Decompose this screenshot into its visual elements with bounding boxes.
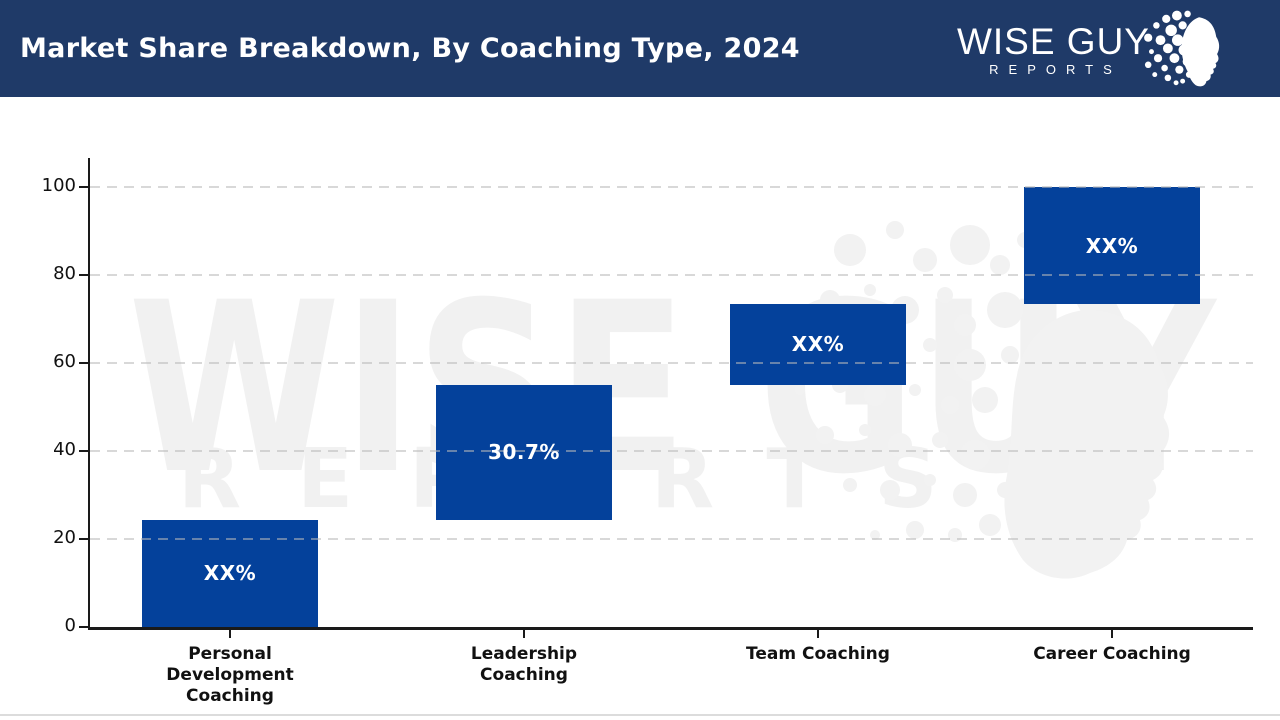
gridline-40 xyxy=(90,450,1253,452)
x-axis-tick xyxy=(817,630,819,638)
y-axis-tick-label: 100 xyxy=(41,175,76,196)
logo-subtext: REPORTS xyxy=(989,62,1122,77)
x-category-label: Career Coaching xyxy=(982,644,1242,665)
x-axis-tick xyxy=(229,630,231,638)
gridline-20 xyxy=(90,538,1253,540)
y-axis-tick-80 xyxy=(79,274,88,276)
y-axis-tick-label: 40 xyxy=(53,439,76,460)
waterfall-bar-4 xyxy=(1024,187,1200,305)
waterfall-bar-2 xyxy=(436,384,612,520)
footer-divider xyxy=(0,714,1280,716)
wiseguy-logo: WISE GUY REPORTS xyxy=(957,8,1222,92)
y-axis-tick-label: 60 xyxy=(53,351,76,372)
x-category-label: Leadership Coaching xyxy=(394,644,654,686)
gridline-60 xyxy=(90,362,1253,364)
bar-value-label: XX% xyxy=(203,561,257,586)
y-axis-tick-20 xyxy=(79,538,88,540)
logo-text-block: WISE GUY REPORTS xyxy=(956,21,1150,78)
plot-area: 0 20 40 60 80 100 XX% Personal Development Coachi… xyxy=(42,158,1253,706)
y-axis-tick-60 xyxy=(79,362,88,364)
header-bar: Market Share Breakdown, By Coaching Type… xyxy=(0,0,1280,97)
x-category-label: Personal Development Coaching xyxy=(100,644,360,707)
x-category-label-line: Coaching xyxy=(480,665,568,685)
page-title: Market Share Breakdown, By Coaching Type… xyxy=(20,33,800,64)
y-axis-tick-label: 80 xyxy=(53,263,76,284)
x-axis-line xyxy=(88,627,1253,630)
x-category-label-line: Development xyxy=(166,665,294,685)
bar-value-label: XX% xyxy=(1085,233,1139,258)
x-axis-tick xyxy=(1111,630,1113,638)
y-axis-tick-40 xyxy=(79,450,88,452)
y-axis-tick-label: 20 xyxy=(53,527,76,548)
bar-value-label: XX% xyxy=(791,332,845,357)
gridline-80 xyxy=(90,274,1253,276)
y-axis-tick-100 xyxy=(79,186,88,188)
y-axis-line xyxy=(88,158,90,630)
logo-wordmark: WISE GUY xyxy=(956,21,1150,62)
x-category-label-line: Coaching xyxy=(186,686,274,706)
x-category-label-line: Team Coaching xyxy=(746,644,890,664)
x-category-label-line: Leadership xyxy=(470,644,578,664)
y-axis-tick-label: 0 xyxy=(64,615,76,636)
waterfall-bar-1 xyxy=(142,519,318,627)
x-category-label: Team Coaching xyxy=(688,644,948,665)
x-axis-tick xyxy=(523,630,525,638)
x-category-label-line: Personal xyxy=(188,644,272,664)
logo-face-icon xyxy=(1144,10,1220,87)
bar-value-label: 30.7% xyxy=(488,440,560,465)
y-axis-tick-0 xyxy=(79,626,88,628)
gridline-100 xyxy=(90,186,1253,188)
waterfall-bar-3 xyxy=(730,304,906,385)
x-category-label-line: Career Coaching xyxy=(1033,644,1191,664)
